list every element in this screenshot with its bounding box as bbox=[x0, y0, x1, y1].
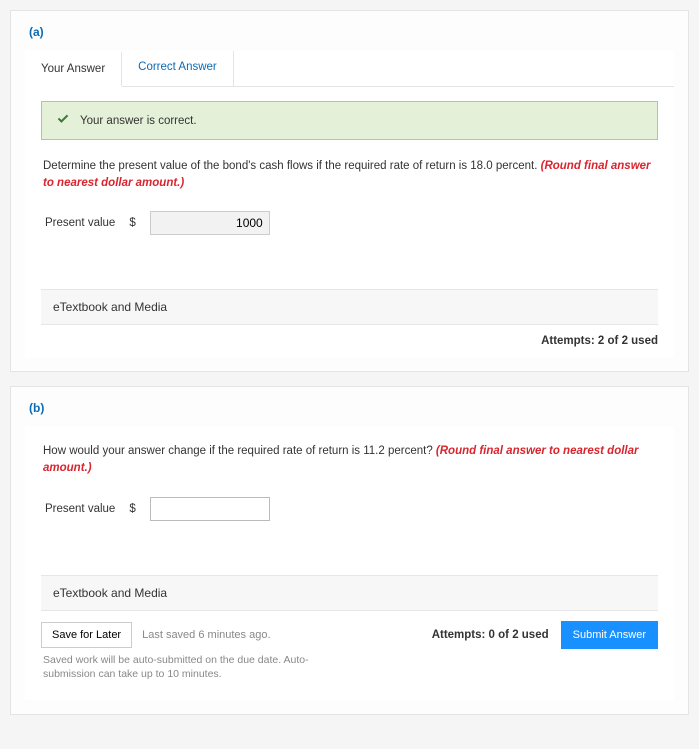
attempts-row-b: Save for Later Last saved 6 minutes ago.… bbox=[25, 611, 674, 649]
tab-your-answer[interactable]: Your Answer bbox=[25, 51, 122, 87]
submit-answer-button[interactable]: Submit Answer bbox=[561, 621, 658, 649]
part-b-label: (b) bbox=[11, 387, 688, 421]
question-part-b: (b) How would your answer change if the … bbox=[10, 386, 689, 715]
part-a-input-label: Present value bbox=[45, 217, 115, 229]
etextbook-link-a[interactable]: eTextbook and Media bbox=[41, 289, 658, 325]
correct-alert: Your answer is correct. bbox=[41, 101, 658, 140]
tab-correct-answer[interactable]: Correct Answer bbox=[122, 51, 234, 86]
check-icon bbox=[56, 112, 70, 129]
question-part-a: (a) Your Answer Correct Answer Your answ… bbox=[10, 10, 689, 372]
attempts-text-a: Attempts: 2 of 2 used bbox=[541, 335, 658, 347]
part-b-panel: How would your answer change if the requ… bbox=[25, 427, 674, 700]
part-a-question-text: Determine the present value of the bond'… bbox=[43, 160, 541, 172]
last-saved-text: Last saved 6 minutes ago. bbox=[142, 629, 270, 641]
part-b-question: How would your answer change if the requ… bbox=[25, 427, 674, 490]
save-cluster: Save for Later Last saved 6 minutes ago. bbox=[41, 622, 271, 648]
part-a-question: Determine the present value of the bond'… bbox=[25, 150, 674, 205]
part-b-input-row: Present value $ bbox=[25, 491, 674, 545]
part-b-question-text: How would your answer change if the requ… bbox=[43, 445, 436, 457]
answer-tabs: Your Answer Correct Answer bbox=[25, 51, 674, 87]
present-value-input-b[interactable] bbox=[150, 497, 270, 521]
present-value-input-a bbox=[150, 211, 270, 235]
correct-alert-text: Your answer is correct. bbox=[80, 115, 197, 127]
part-a-label: (a) bbox=[11, 11, 688, 45]
currency-symbol-b: $ bbox=[129, 503, 135, 515]
part-a-panel: Your Answer Correct Answer Your answer i… bbox=[25, 51, 674, 357]
etextbook-link-b[interactable]: eTextbook and Media bbox=[41, 575, 658, 611]
part-b-input-label: Present value bbox=[45, 503, 115, 515]
save-for-later-button[interactable]: Save for Later bbox=[41, 622, 132, 648]
attempts-text-b: Attempts: 0 of 2 used bbox=[432, 629, 549, 641]
auto-submit-note: Saved work will be auto-submitted on the… bbox=[25, 649, 365, 690]
part-a-input-row: Present value $ bbox=[25, 205, 674, 259]
currency-symbol: $ bbox=[129, 217, 135, 229]
attempts-row-a: Attempts: 2 of 2 used bbox=[25, 325, 674, 347]
